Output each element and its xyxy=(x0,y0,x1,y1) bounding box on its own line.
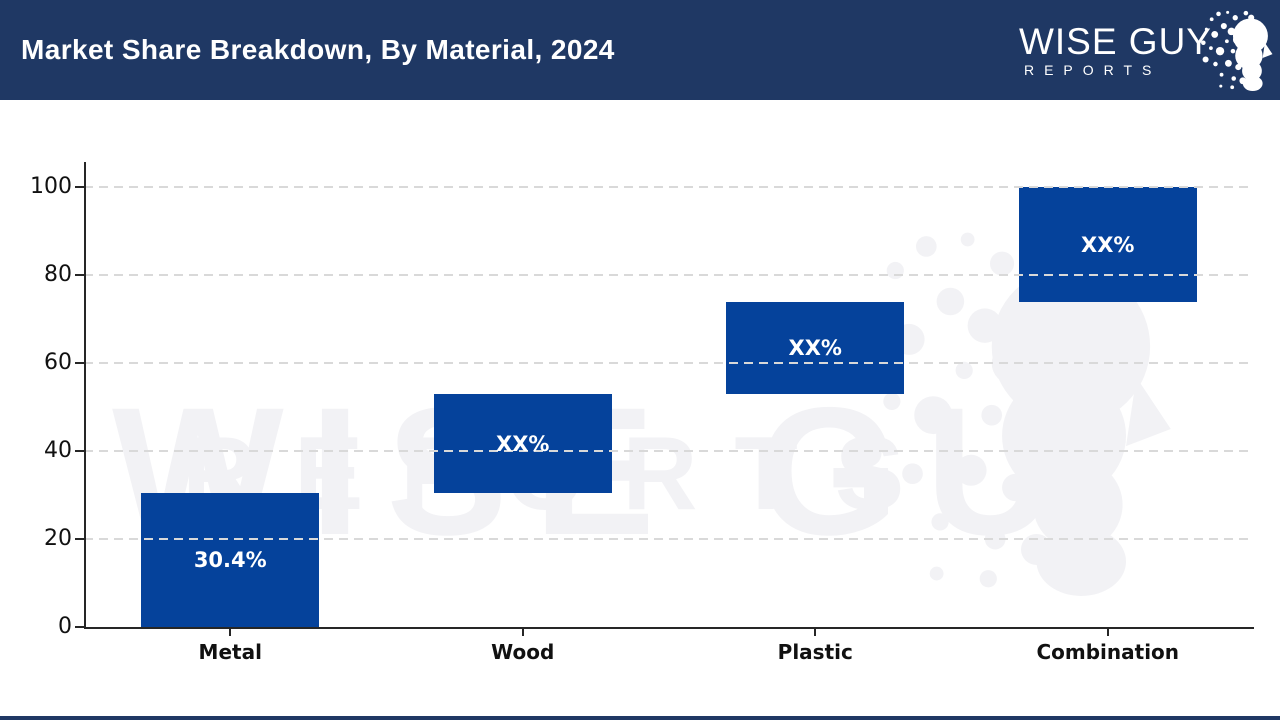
gridline-80 xyxy=(84,274,1254,276)
x-tick xyxy=(814,627,817,636)
y-tick-label: 40 xyxy=(44,438,72,463)
bar-metal xyxy=(141,493,320,627)
y-tick xyxy=(75,186,84,188)
bar-plastic xyxy=(726,302,905,394)
x-tick xyxy=(521,627,524,636)
category-label-metal: Metal xyxy=(198,640,262,664)
logo-wordmark: WISE GUY xyxy=(1018,21,1212,62)
y-tick-label: 60 xyxy=(44,350,72,375)
category-label-wood: Wood xyxy=(491,640,555,664)
x-tick xyxy=(229,627,232,636)
bar-wood xyxy=(433,393,612,494)
y-tick xyxy=(75,626,84,628)
waterfall-chart: 30.4% Metal XX% Wood XX% Plastic XX% Combinatio… xyxy=(0,100,1280,716)
gridline-20 xyxy=(84,538,1254,540)
y-tick xyxy=(75,538,84,540)
category-label-combination: Combination xyxy=(1036,640,1180,664)
bar-value-label: 30.4% xyxy=(193,548,267,573)
y-axis-line xyxy=(84,162,86,629)
category-label-plastic: Plastic xyxy=(777,640,853,664)
page-title: Market Share Breakdown, By Material, 202… xyxy=(21,34,615,65)
y-tick-label: 80 xyxy=(44,262,72,287)
x-tick xyxy=(1106,627,1109,636)
x-axis-line xyxy=(84,627,1254,629)
bar-value-label: XX% xyxy=(1081,232,1135,257)
bar-value-label: XX% xyxy=(496,431,550,456)
header-bar: Market Share Breakdown, By Material, 202… xyxy=(0,0,1280,100)
y-tick xyxy=(75,274,84,276)
logo-face-icon xyxy=(1201,10,1273,92)
chart-area: WISE GU R E P O R T S 30.4%MetalXX%WoodX… xyxy=(0,100,1280,716)
gridline-100 xyxy=(84,186,1254,188)
logo-text: WISE GUY REPORTS xyxy=(1019,23,1212,77)
gridline-60 xyxy=(84,362,1254,364)
gridline-40 xyxy=(84,450,1254,452)
y-tick xyxy=(75,450,84,452)
y-tick-label: 0 xyxy=(58,614,72,639)
y-tick-label: 20 xyxy=(44,526,72,551)
y-tick xyxy=(75,362,84,364)
wise-guy-logo: WISE GUY REPORTS xyxy=(1019,0,1274,100)
y-tick-label: 100 xyxy=(30,174,72,199)
bar-value-label: XX% xyxy=(788,336,842,361)
footer-bar xyxy=(0,716,1280,720)
logo-subtitle: REPORTS xyxy=(1023,62,1162,78)
bar-combination xyxy=(1018,187,1197,303)
